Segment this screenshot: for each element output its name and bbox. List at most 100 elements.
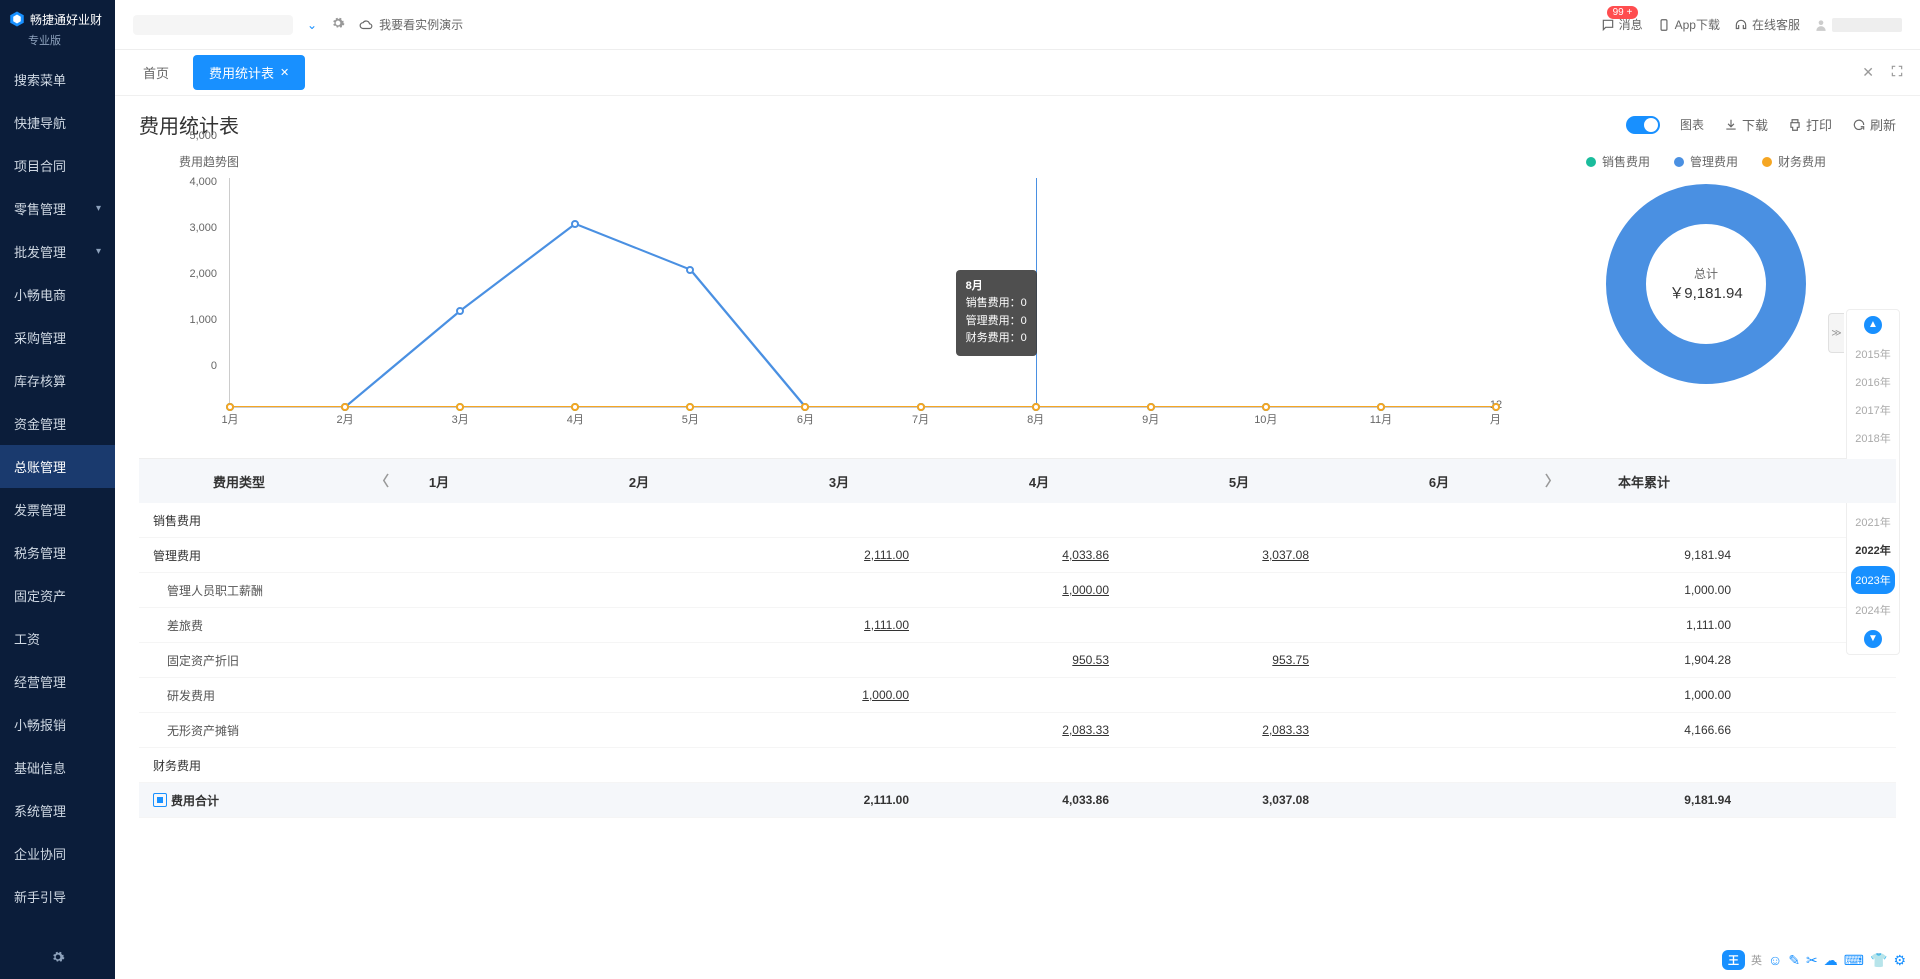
cell-value[interactable]: 3,037.08: [1139, 548, 1339, 562]
chart-marker: [571, 220, 579, 228]
chart-marker: [571, 403, 579, 411]
ime-skin-icon[interactable]: 👕: [1870, 952, 1887, 969]
sidebar-item-basic[interactable]: 基础信息: [0, 746, 115, 789]
app-download-label: App下载: [1675, 16, 1720, 33]
ime-settings-icon[interactable]: ⚙: [1893, 952, 1906, 969]
chevron-down-icon[interactable]: ⌄: [307, 18, 317, 32]
sidebar-item-operate[interactable]: 经营管理: [0, 660, 115, 703]
collapse-rail-button[interactable]: ≫: [1828, 313, 1844, 353]
close-all-tabs-icon[interactable]: ✕: [1858, 60, 1878, 85]
ime-smile-icon[interactable]: ☺: [1768, 952, 1782, 968]
sidebar-menu: 搜索菜单快捷导航项目合同零售管理▾批发管理▾小畅电商采购管理库存核算资金管理总账…: [0, 58, 115, 938]
sidebar-item-invoice[interactable]: 发票管理: [0, 488, 115, 531]
year-item[interactable]: 2016年: [1847, 368, 1899, 396]
sidebar-item-purchase[interactable]: 采购管理: [0, 316, 115, 359]
ime-scissors-icon[interactable]: ✂: [1806, 952, 1818, 969]
year-item[interactable]: 2015年: [1847, 340, 1899, 368]
year-item[interactable]: 2021年: [1847, 508, 1899, 536]
x-tick: 4月: [567, 411, 584, 427]
year-item[interactable]: 2024年: [1847, 596, 1899, 624]
sidebar-item-ecommerce[interactable]: 小畅电商: [0, 273, 115, 316]
th-month: 3月: [739, 472, 939, 491]
sidebar-item-tax[interactable]: 税务管理: [0, 531, 115, 574]
cell-value[interactable]: 2,083.33: [1139, 723, 1339, 737]
sidebar-item-guide[interactable]: 新手引导: [0, 875, 115, 918]
chart-marker: [1377, 403, 1385, 411]
cell-value[interactable]: 950.53: [939, 653, 1139, 667]
cell-value[interactable]: 4,033.86: [939, 548, 1139, 562]
cell-value[interactable]: 1,000.00: [739, 688, 939, 702]
row-label: 销售费用: [139, 512, 339, 529]
year-up-button[interactable]: ▲: [1864, 316, 1882, 334]
download-button[interactable]: 下载: [1724, 115, 1768, 134]
support-label: 在线客服: [1752, 16, 1800, 33]
gear-icon[interactable]: [331, 16, 345, 33]
user-menu[interactable]: [1814, 18, 1902, 32]
tab-home[interactable]: 首页: [127, 55, 185, 90]
cell-value[interactable]: 2,111.00: [739, 548, 939, 562]
chart-marker: [341, 403, 349, 411]
total-cell: 2,111.00: [739, 793, 939, 807]
sidebar-item-wholesale[interactable]: 批发管理▾: [0, 230, 115, 273]
settings-icon[interactable]: [51, 953, 65, 967]
sidebar-item-asset[interactable]: 固定资产: [0, 574, 115, 617]
grand-total: 9,181.94: [1539, 793, 1749, 807]
sidebar-item-fund[interactable]: 资金管理: [0, 402, 115, 445]
sidebar-item-system[interactable]: 系统管理: [0, 789, 115, 832]
sidebar-item-stock[interactable]: 库存核算: [0, 359, 115, 402]
table-row: 财务费用: [139, 748, 1896, 783]
sidebar-item-retail[interactable]: 零售管理▾: [0, 187, 115, 230]
year-item[interactable]: 2018年: [1847, 424, 1899, 452]
sidebar-item-search[interactable]: 搜索菜单: [0, 58, 115, 101]
x-tick: 9月: [1142, 411, 1159, 427]
row-label: 固定资产折旧: [139, 652, 339, 669]
tabs-bar: 首页 费用统计表 ✕ ✕: [115, 50, 1920, 96]
cell-value[interactable]: 953.75: [1139, 653, 1339, 667]
cell-value[interactable]: 2,083.33: [939, 723, 1139, 737]
ime-keyboard-icon[interactable]: ⌨: [1844, 952, 1864, 969]
year-item[interactable]: 2017年: [1847, 396, 1899, 424]
ime-badge[interactable]: 王: [1722, 950, 1745, 970]
year-down-button[interactable]: ▼: [1864, 630, 1882, 648]
year-item[interactable]: 2022年: [1847, 536, 1899, 564]
cell-value[interactable]: 1,000.00: [939, 583, 1139, 597]
page-title-row: 费用统计表 图表 下载 打印 刷新: [139, 110, 1896, 139]
close-icon[interactable]: ✕: [280, 66, 289, 79]
th-month: 6月: [1339, 472, 1539, 491]
legend-item[interactable]: 管理费用: [1674, 153, 1738, 170]
sidebar-item-quicknav[interactable]: 快捷导航: [0, 101, 115, 144]
messages-button[interactable]: 99 + 消息: [1601, 16, 1643, 33]
table-row: 差旅费1,111.001,111.00: [139, 608, 1896, 643]
th-month: 5月: [1139, 472, 1339, 491]
sidebar-item-salary[interactable]: 工资: [0, 617, 115, 660]
sidebar-item-ledger[interactable]: 总账管理: [0, 445, 115, 488]
org-selector[interactable]: [133, 15, 293, 35]
year-item[interactable]: 2023年: [1851, 566, 1895, 594]
support-button[interactable]: 在线客服: [1734, 16, 1800, 33]
tab-expense-stats[interactable]: 费用统计表 ✕: [193, 55, 305, 90]
next-months-button[interactable]: 〉: [1545, 471, 1559, 491]
legend-item[interactable]: 销售费用: [1586, 153, 1650, 170]
chart-marker: [1262, 403, 1270, 411]
demo-link[interactable]: 我要看实例演示: [359, 16, 463, 33]
chart-marker: [1032, 403, 1040, 411]
y-tick: 3,000: [189, 222, 217, 234]
ime-lang[interactable]: 英: [1751, 952, 1762, 968]
chat-icon: [1601, 18, 1615, 32]
legend-item[interactable]: 财务费用: [1762, 153, 1826, 170]
ime-cloud-icon[interactable]: ☁: [1824, 952, 1838, 969]
chart-toggle[interactable]: [1626, 116, 1660, 134]
ime-edit-icon[interactable]: ✎: [1788, 952, 1800, 969]
sidebar-item-expense[interactable]: 小畅报销: [0, 703, 115, 746]
table-row: 无形资产摊销2,083.332,083.334,166.66: [139, 713, 1896, 748]
app-download-button[interactable]: App下载: [1657, 16, 1720, 33]
user-icon: [1814, 18, 1828, 32]
user-name: [1832, 18, 1902, 32]
sidebar-item-project[interactable]: 项目合同: [0, 144, 115, 187]
cell-value[interactable]: 1,111.00: [739, 618, 939, 632]
refresh-button[interactable]: 刷新: [1852, 115, 1896, 134]
prev-months-button[interactable]: 〈: [375, 471, 389, 491]
fullscreen-icon[interactable]: [1886, 60, 1908, 85]
sidebar-item-collab[interactable]: 企业协同: [0, 832, 115, 875]
print-button[interactable]: 打印: [1788, 115, 1832, 134]
